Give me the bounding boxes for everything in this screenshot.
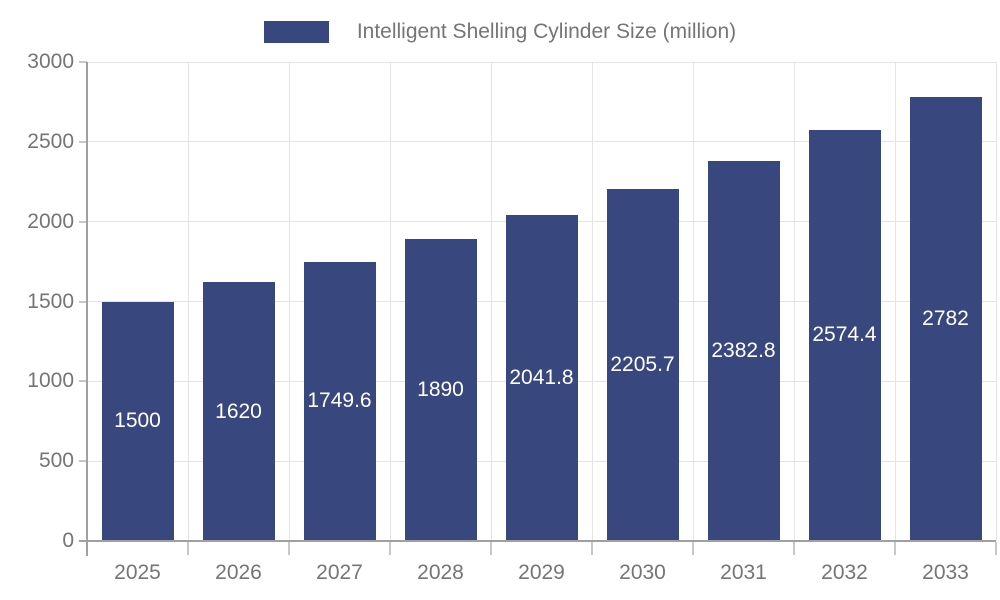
bar-2028[interactable]: 1890 — [404, 239, 477, 541]
x-tick-label: 2030 — [619, 561, 666, 584]
y-tick-mark — [79, 380, 87, 383]
x-tick-label: 2033 — [922, 561, 969, 584]
x-tick-mark — [490, 542, 492, 555]
v-gridline — [591, 62, 593, 541]
x-tick-label: 2028 — [417, 561, 464, 584]
bar-2029[interactable]: 2041.8 — [505, 215, 578, 541]
v-gridline — [187, 62, 189, 541]
legend[interactable]: Intelligent Shelling Cylinder Size (mill… — [0, 10, 1000, 54]
x-axis-line — [79, 540, 996, 542]
bar-2026[interactable]: 1620 — [202, 282, 275, 541]
v-gridline — [793, 62, 795, 541]
v-gridline — [389, 62, 391, 541]
bar-value-label: 1890 — [417, 378, 464, 402]
y-tick-mark — [79, 140, 87, 143]
x-tick-mark — [187, 542, 189, 555]
bar-2025[interactable]: 1500 — [101, 301, 174, 541]
bar-value-label: 2382.8 — [711, 338, 776, 362]
x-tick-mark — [793, 542, 795, 555]
v-gridline — [894, 62, 896, 541]
plot-area: 1500 1620 1749.6 1890 2041.8 2205.7 2382.8 2574… — [87, 61, 997, 541]
v-gridline — [995, 62, 997, 541]
y-tick-mark — [79, 220, 87, 223]
legend-swatch — [263, 21, 329, 43]
bar-value-label: 2782 — [922, 306, 969, 330]
x-tick-label: 2032 — [821, 561, 868, 584]
bar-2032[interactable]: 2574.4 — [808, 129, 881, 541]
bar-2027[interactable]: 1749.6 — [303, 261, 376, 541]
legend-label: Intelligent Shelling Cylinder Size (mill… — [356, 20, 737, 43]
x-tick-label: 2027 — [316, 561, 363, 584]
y-axis-line — [86, 62, 88, 556]
y-tick-mark — [79, 460, 87, 463]
bar-value-label: 1620 — [215, 399, 262, 423]
y-tick-label: 2500 — [27, 129, 74, 153]
y-tick-label: 1000 — [27, 369, 74, 393]
bar-2033[interactable]: 2782 — [909, 96, 982, 541]
x-tick-label: 2031 — [720, 561, 767, 584]
y-tick-mark — [79, 61, 87, 63]
y-tick-label: 0 — [62, 529, 74, 552]
x-tick-label: 2025 — [114, 561, 161, 584]
x-tick-mark — [995, 542, 997, 555]
h-gridline — [87, 61, 996, 63]
x-tick-mark — [692, 542, 694, 555]
x-tick-mark — [894, 542, 896, 555]
bar-value-label: 2041.8 — [509, 366, 574, 389]
bar-value-label: 2574.4 — [812, 323, 877, 347]
x-tick-mark — [389, 542, 391, 555]
y-tick-label: 500 — [38, 449, 74, 473]
bar-2030[interactable]: 2205.7 — [606, 188, 679, 541]
v-gridline — [288, 62, 290, 541]
y-tick-label: 3000 — [27, 50, 74, 73]
y-tick-mark — [79, 300, 87, 303]
bar-value-label: 2205.7 — [610, 352, 675, 376]
x-tick-label: 2026 — [215, 561, 262, 584]
bar-value-label: 1749.6 — [307, 389, 372, 413]
bar-value-label: 1500 — [114, 409, 161, 433]
v-gridline — [490, 62, 492, 541]
bar-2031[interactable]: 2382.8 — [707, 160, 780, 541]
x-tick-label: 2029 — [518, 561, 565, 584]
v-gridline — [692, 62, 694, 541]
h-gridline — [87, 141, 996, 143]
x-tick-mark — [288, 542, 290, 555]
y-tick-label: 2000 — [27, 209, 74, 233]
y-tick-label: 1500 — [27, 289, 74, 313]
x-tick-mark — [591, 542, 593, 555]
